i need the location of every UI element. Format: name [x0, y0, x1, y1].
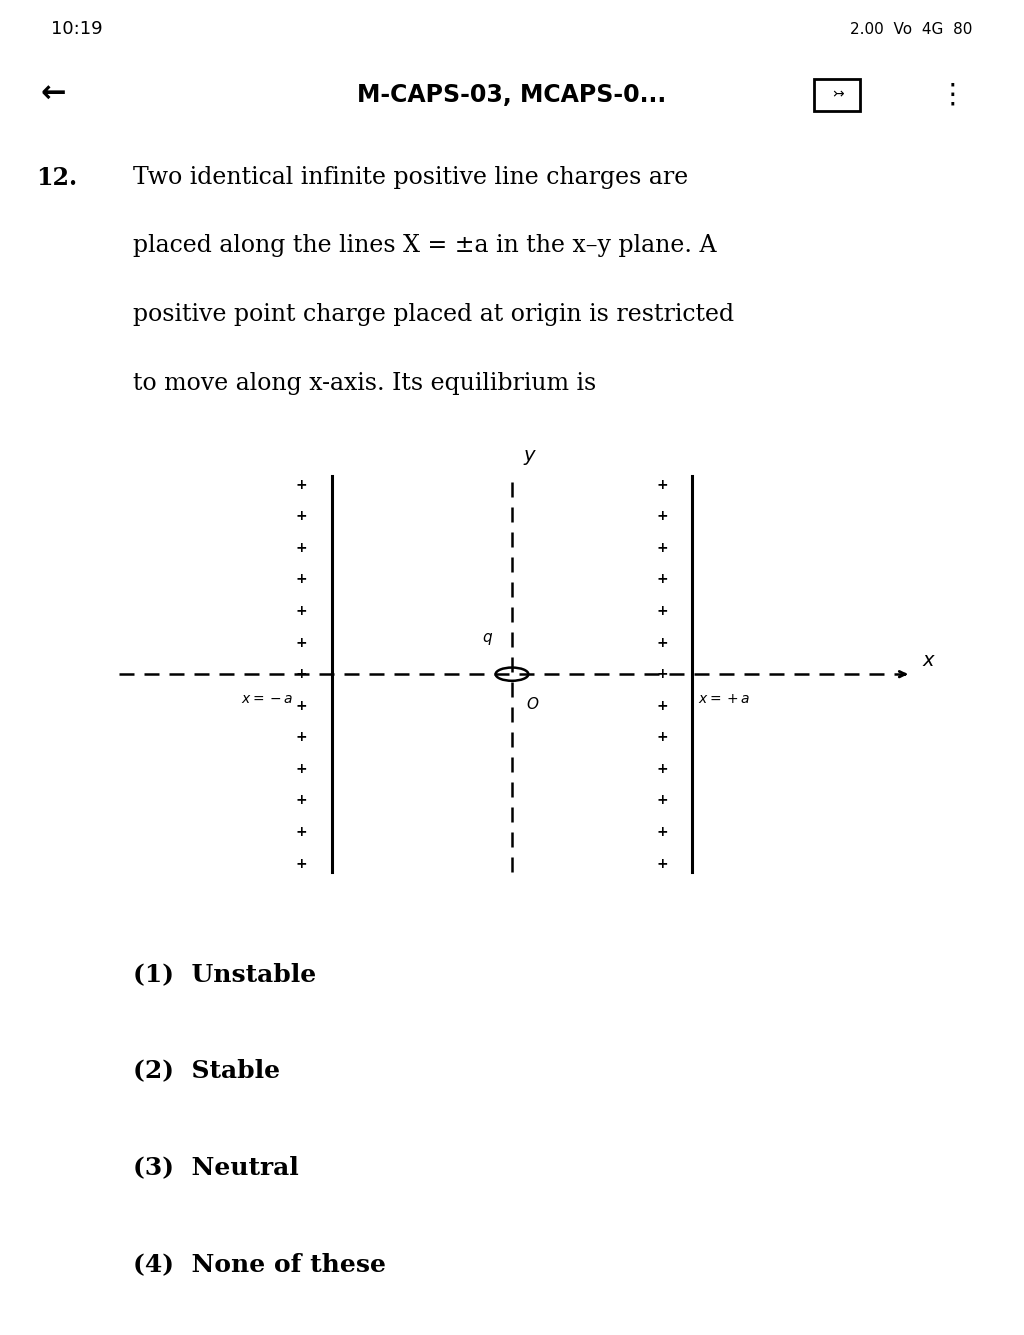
- Text: +: +: [296, 635, 307, 650]
- Text: +: +: [656, 762, 668, 776]
- Text: +: +: [656, 825, 668, 838]
- Text: 10:19: 10:19: [51, 20, 102, 39]
- Text: +: +: [296, 857, 307, 870]
- Text: to move along x-axis. Its equilibrium is: to move along x-axis. Its equilibrium is: [133, 372, 596, 395]
- Text: 2.00  Vo  4G  80: 2.00 Vo 4G 80: [850, 21, 973, 37]
- Text: +: +: [656, 857, 668, 870]
- Text: +: +: [296, 573, 307, 586]
- Text: +: +: [296, 603, 307, 618]
- Text: (4)  None of these: (4) None of these: [133, 1252, 386, 1276]
- Text: $q$: $q$: [481, 631, 493, 647]
- FancyBboxPatch shape: [814, 79, 860, 111]
- Text: +: +: [656, 668, 668, 681]
- Text: +: +: [656, 635, 668, 650]
- Text: +: +: [296, 668, 307, 681]
- Text: +: +: [296, 793, 307, 808]
- Text: ←: ←: [41, 80, 67, 109]
- Text: +: +: [296, 762, 307, 776]
- Text: +: +: [296, 698, 307, 713]
- Text: $\mathit{y}$: $\mathit{y}$: [523, 449, 538, 467]
- Text: +: +: [656, 698, 668, 713]
- Text: +: +: [656, 478, 668, 491]
- Text: $\mathit{x}$: $\mathit{x}$: [922, 651, 936, 670]
- Text: +: +: [656, 793, 668, 808]
- Text: $x = -a$: $x = -a$: [242, 692, 294, 706]
- Text: +: +: [656, 573, 668, 586]
- Text: 12.: 12.: [36, 166, 77, 190]
- Text: +: +: [296, 541, 307, 555]
- Text: +: +: [296, 510, 307, 523]
- Text: Two identical infinite positive line charges are: Two identical infinite positive line cha…: [133, 166, 688, 188]
- Text: +: +: [656, 541, 668, 555]
- Text: $x = +a$: $x = +a$: [697, 692, 750, 706]
- Text: (3)  Neutral: (3) Neutral: [133, 1156, 299, 1180]
- Text: placed along the lines X = ±a in the x–y plane. A: placed along the lines X = ±a in the x–y…: [133, 235, 717, 258]
- Text: +: +: [656, 603, 668, 618]
- Text: M-CAPS-03, MCAPS-0...: M-CAPS-03, MCAPS-0...: [357, 83, 667, 107]
- Text: $O$: $O$: [525, 697, 539, 712]
- Text: positive point charge placed at origin is restricted: positive point charge placed at origin i…: [133, 303, 734, 326]
- Text: +: +: [296, 730, 307, 745]
- Text: +: +: [656, 730, 668, 745]
- Text: ⋮: ⋮: [938, 81, 967, 108]
- Text: (2)  Stable: (2) Stable: [133, 1059, 281, 1083]
- Text: +: +: [656, 510, 668, 523]
- Text: +: +: [296, 825, 307, 838]
- Text: ↣: ↣: [831, 88, 844, 101]
- Text: (1)  Unstable: (1) Unstable: [133, 961, 316, 985]
- Text: +: +: [296, 478, 307, 491]
